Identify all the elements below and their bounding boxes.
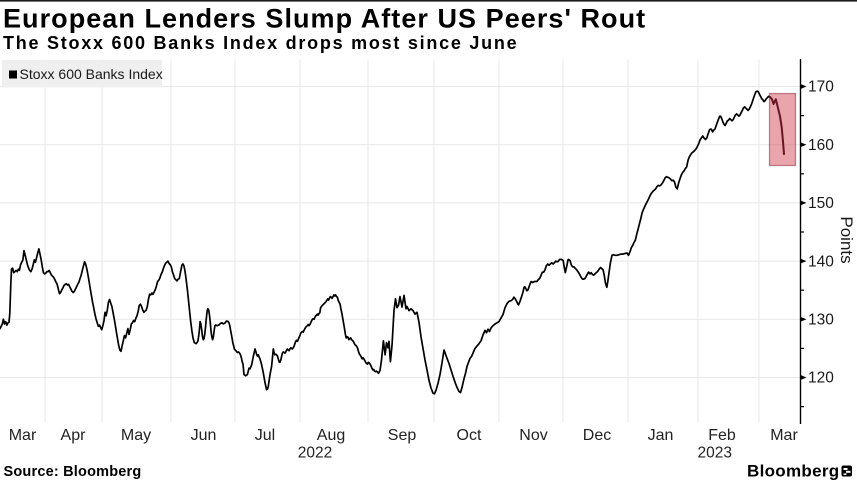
svg-text:140: 140 — [808, 253, 834, 270]
svg-text:Source: Bloomberg: Source: Bloomberg — [4, 464, 142, 480]
svg-text:Points: Points — [837, 216, 856, 263]
svg-text:120: 120 — [808, 370, 834, 387]
svg-text:Jun: Jun — [191, 427, 217, 444]
svg-text:Apr: Apr — [61, 427, 87, 444]
svg-text:Mar: Mar — [9, 427, 37, 444]
svg-text:170: 170 — [808, 79, 834, 96]
svg-text:Nov: Nov — [519, 427, 547, 444]
svg-text:130: 130 — [808, 312, 834, 329]
svg-text:Aug: Aug — [317, 427, 345, 444]
svg-text:Stoxx 600 Banks Index: Stoxx 600 Banks Index — [20, 66, 163, 82]
svg-text:European Lenders Slump After U: European Lenders Slump After US Peers' R… — [3, 4, 646, 34]
svg-text:Bloomberg: Bloomberg — [747, 462, 839, 481]
svg-text:2022: 2022 — [298, 445, 332, 462]
svg-text:Oct: Oct — [457, 427, 482, 444]
svg-text:150: 150 — [808, 195, 834, 212]
svg-text:160: 160 — [808, 137, 834, 154]
svg-text:Dec: Dec — [583, 427, 611, 444]
svg-text:Sep: Sep — [388, 427, 417, 444]
svg-text:2023: 2023 — [698, 445, 732, 462]
svg-text:Jan: Jan — [648, 427, 674, 444]
svg-text:Feb: Feb — [708, 427, 736, 444]
svg-text:The Stoxx 600 Banks Index drop: The Stoxx 600 Banks Index drops most sin… — [3, 33, 518, 53]
svg-text:May: May — [121, 427, 151, 444]
svg-text:Mar: Mar — [770, 427, 798, 444]
svg-text:Jul: Jul — [255, 427, 275, 444]
